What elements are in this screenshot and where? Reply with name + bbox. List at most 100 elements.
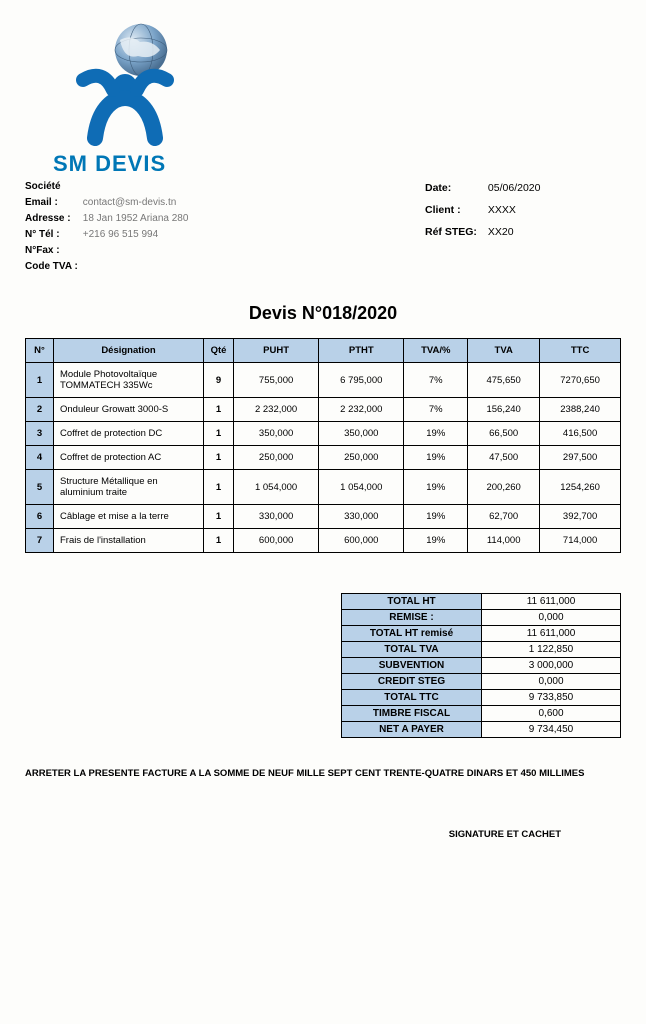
signature-label: SIGNATURE ET CACHET [25,829,621,840]
company-info: Société Email : contact@sm-devis.tn Adre… [25,179,235,275]
cell-tva: 66,500 [468,422,540,446]
cell-n: 1 [26,363,54,398]
value-email: contact@sm-devis.tn [83,197,177,208]
cell-designation: Module Photovoltaïque TOMMATECH 335Wc [54,363,204,398]
cell-puht: 2 232,000 [234,398,319,422]
table-row: 4Coffret de protection AC1250,000250,000… [26,446,621,470]
amount-in-words: ARRETER LA PRESENTE FACTURE A LA SOMME D… [25,768,621,779]
label-email: Email : [25,195,80,211]
brand-name: SM DEVIS [53,151,225,177]
cell-designation: Frais de l'installation [54,529,204,553]
totals-row: REMISE :0,000 [342,610,621,626]
cell-tva: 475,650 [468,363,540,398]
cell-tvap: 19% [404,470,468,505]
items-table: N° Désignation Qté PUHT PTHT TVA/% TVA T… [25,338,621,553]
totals-label: CREDIT STEG [342,674,482,690]
cell-tvap: 19% [404,505,468,529]
cell-puht: 1 054,000 [234,470,319,505]
totals-row: TOTAL HT11 611,000 [342,594,621,610]
cell-designation: Câblage et mise a la terre [54,505,204,529]
label-adresse: Adresse : [25,211,80,227]
cell-designation: Coffret de protection AC [54,446,204,470]
label-client: Client : [425,199,485,221]
cell-ptht: 250,000 [319,446,404,470]
cell-tva: 200,260 [468,470,540,505]
cell-qte: 1 [204,470,234,505]
cell-qte: 1 [204,529,234,553]
cell-n: 4 [26,446,54,470]
table-row: 5Structure Métallique en aluminium trait… [26,470,621,505]
totals-value: 0,600 [482,706,621,722]
cell-puht: 350,000 [234,422,319,446]
table-header-row: N° Désignation Qté PUHT PTHT TVA/% TVA T… [26,339,621,363]
client-block: Date: 05/06/2020 Client : XXXX Réf STEG:… [235,177,621,243]
totals-row: SUBVENTION3 000,000 [342,658,621,674]
col-qte: Qté [204,339,234,363]
totals-label: NET A PAYER [342,722,482,738]
col-tvap: TVA/% [404,339,468,363]
totals-label: TOTAL TTC [342,690,482,706]
cell-qte: 1 [204,505,234,529]
cell-tvap: 19% [404,446,468,470]
cell-ttc: 1254,260 [540,470,621,505]
cell-qte: 1 [204,398,234,422]
totals-value: 9 733,850 [482,690,621,706]
table-row: 1Module Photovoltaïque TOMMATECH 335Wc97… [26,363,621,398]
totals-label: REMISE : [342,610,482,626]
col-ptht: PTHT [319,339,404,363]
totals-row: TOTAL HT remisé11 611,000 [342,626,621,642]
totals-row: TOTAL TVA1 122,850 [342,642,621,658]
totals-row: TIMBRE FISCAL0,600 [342,706,621,722]
cell-n: 7 [26,529,54,553]
totals-value: 3 000,000 [482,658,621,674]
label-codetva: Code TVA : [25,259,80,275]
globe-person-logo [55,20,195,150]
table-row: 7Frais de l'installation1600,000600,0001… [26,529,621,553]
logo-block: SM DEVIS [25,20,225,177]
label-date: Date: [425,177,485,199]
totals-label: SUBVENTION [342,658,482,674]
cell-puht: 600,000 [234,529,319,553]
cell-ptht: 1 054,000 [319,470,404,505]
cell-ptht: 6 795,000 [319,363,404,398]
totals-value: 11 611,000 [482,626,621,642]
totals-label: TIMBRE FISCAL [342,706,482,722]
label-refsteg: Réf STEG: [425,221,485,243]
cell-ptht: 330,000 [319,505,404,529]
page: SM DEVIS Société Email : contact@sm-devi… [0,0,646,880]
cell-tva: 47,500 [468,446,540,470]
cell-tva: 62,700 [468,505,540,529]
cell-qte: 1 [204,422,234,446]
totals-row: NET A PAYER9 734,450 [342,722,621,738]
totals-table: TOTAL HT11 611,000REMISE :0,000TOTAL HT … [341,593,621,738]
value-adresse: 18 Jan 1952 Ariana 280 [83,213,189,224]
cell-ttc: 392,700 [540,505,621,529]
totals-value: 11 611,000 [482,594,621,610]
value-date: 05/06/2020 [488,182,541,194]
col-ttc: TTC [540,339,621,363]
cell-tvap: 7% [404,398,468,422]
cell-puht: 250,000 [234,446,319,470]
cell-ttc: 2388,240 [540,398,621,422]
totals-label: TOTAL HT remisé [342,626,482,642]
cell-tvap: 19% [404,422,468,446]
cell-qte: 1 [204,446,234,470]
cell-ttc: 297,500 [540,446,621,470]
col-tva: TVA [468,339,540,363]
cell-tva: 114,000 [468,529,540,553]
value-refsteg: XX20 [488,226,514,238]
totals-value: 0,000 [482,674,621,690]
cell-designation: Coffret de protection DC [54,422,204,446]
label-tel: N° Tél : [25,227,80,243]
col-puht: PUHT [234,339,319,363]
cell-tva: 156,240 [468,398,540,422]
cell-puht: 330,000 [234,505,319,529]
cell-ptht: 2 232,000 [319,398,404,422]
cell-ttc: 7270,650 [540,363,621,398]
cell-tvap: 19% [404,529,468,553]
col-designation: Désignation [54,339,204,363]
table-row: 3Coffret de protection DC1350,000350,000… [26,422,621,446]
cell-designation: Structure Métallique en aluminium traite [54,470,204,505]
cell-n: 3 [26,422,54,446]
cell-ttc: 416,500 [540,422,621,446]
